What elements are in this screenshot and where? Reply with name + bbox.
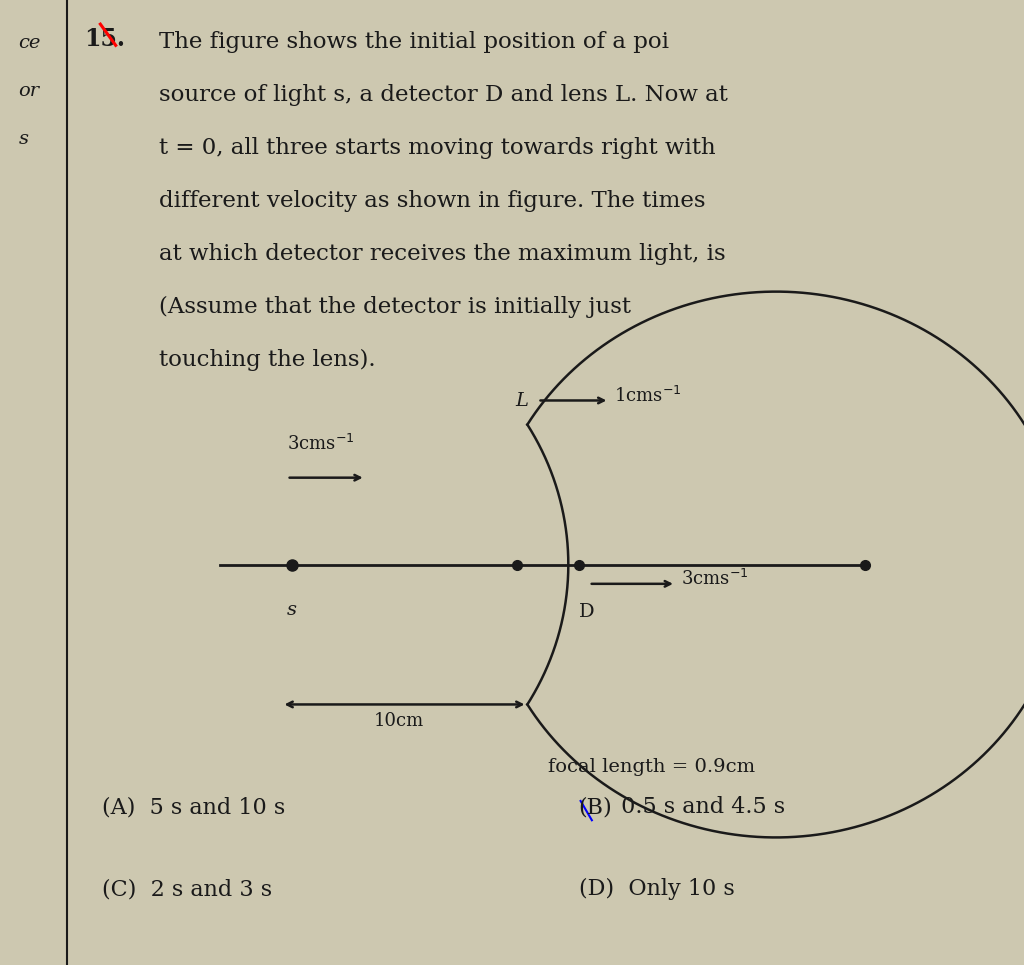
Text: D: D — [579, 603, 594, 621]
Text: (Assume that the detector is initially just: (Assume that the detector is initially j… — [159, 296, 631, 318]
Text: ce: ce — [18, 34, 41, 52]
Text: or: or — [18, 82, 40, 100]
Text: focal length = 0.9cm: focal length = 0.9cm — [548, 758, 755, 776]
Text: 1cms$^{-1}$: 1cms$^{-1}$ — [614, 386, 682, 405]
Text: (A)  5 s and 10 s: (A) 5 s and 10 s — [102, 796, 286, 818]
Text: (D)  Only 10 s: (D) Only 10 s — [579, 878, 734, 900]
Text: different velocity as shown in figure. The times: different velocity as shown in figure. T… — [159, 190, 706, 212]
Text: source of light s, a detector D and lens L. Now at: source of light s, a detector D and lens… — [159, 84, 728, 106]
Text: at which detector receives the maximum light, is: at which detector receives the maximum l… — [159, 243, 725, 265]
Text: 3cms$^{-1}$: 3cms$^{-1}$ — [681, 569, 749, 589]
Text: 15.: 15. — [84, 27, 125, 51]
Text: (C)  2 s and 3 s: (C) 2 s and 3 s — [102, 878, 272, 900]
Text: s: s — [18, 130, 29, 149]
Text: The figure shows the initial position of a poi: The figure shows the initial position of… — [159, 31, 669, 53]
Text: touching the lens).: touching the lens). — [159, 349, 376, 372]
Text: L: L — [516, 392, 528, 410]
Text: (B): (B) — [579, 796, 612, 818]
Text: 3cms$^{-1}$: 3cms$^{-1}$ — [287, 433, 354, 454]
Text: 10cm: 10cm — [374, 712, 425, 731]
Text: s: s — [287, 601, 297, 620]
Text: t = 0, all three starts moving towards right with: t = 0, all three starts moving towards r… — [159, 137, 716, 159]
Text: 0.5 s and 4.5 s: 0.5 s and 4.5 s — [614, 796, 785, 818]
